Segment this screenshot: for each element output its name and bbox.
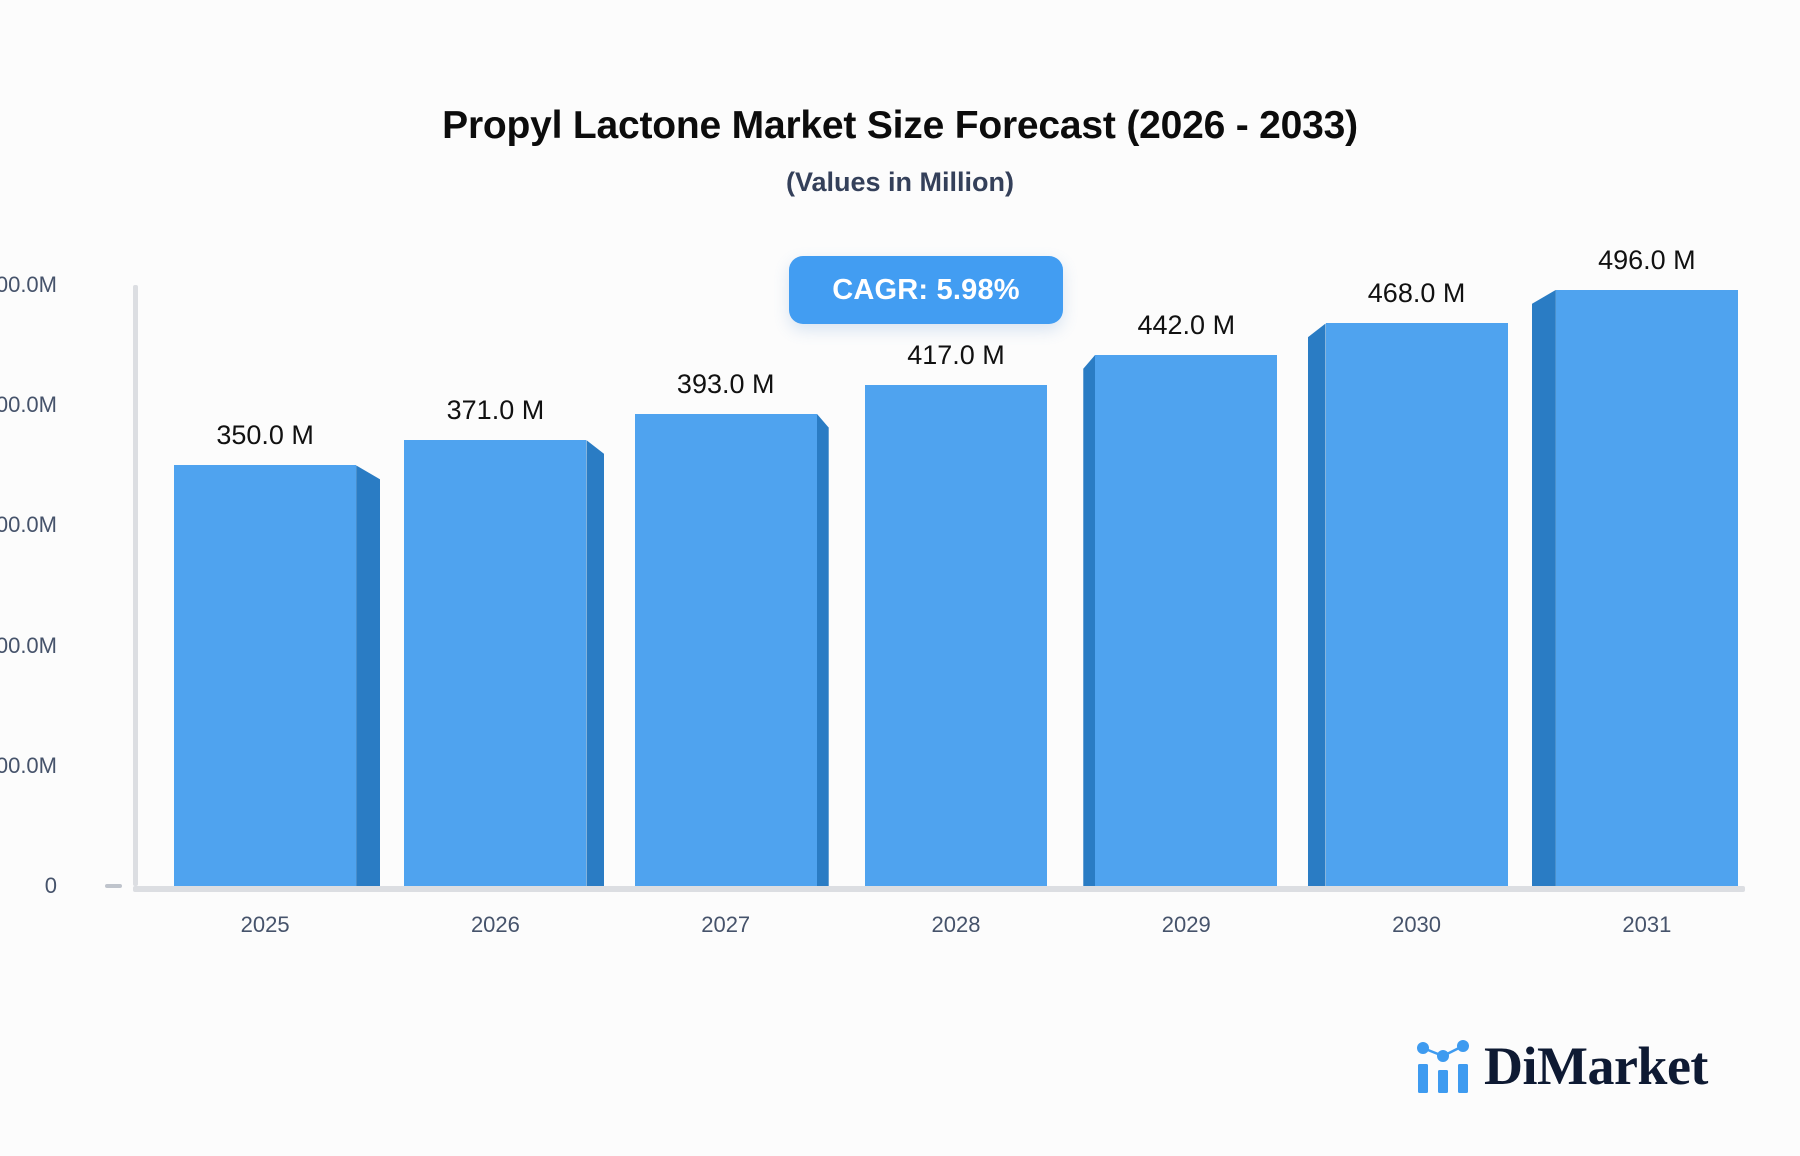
bar-value-label: 393.0 M [676, 368, 775, 399]
y-axis-tick-label: 400.0M [0, 392, 57, 418]
chart-title: Propyl Lactone Market Size Forecast (202… [442, 104, 1358, 147]
bar-front-face [404, 440, 587, 886]
bar-2027[interactable]: 393.0 M [634, 369, 829, 886]
logo-wordmark: DiMarket [1484, 1036, 1708, 1096]
y-axis-tick-label: 300.0M [0, 512, 57, 538]
bar-front-face [174, 465, 357, 886]
bar-side-face [816, 413, 829, 886]
bar-value-label: 371.0 M [446, 395, 545, 426]
y-axis-tick-label: 0 [44, 873, 57, 898]
bar-side-face [586, 440, 605, 886]
chart-header: Propyl Lactone Market Size Forecast (202… [0, 104, 1800, 198]
dimarket-logo: DiMarket [1416, 1038, 1708, 1094]
bar-2025[interactable]: 350.0 M [174, 420, 381, 886]
bar-side-face [1083, 354, 1096, 886]
bar-2026[interactable]: 371.0 M [404, 395, 605, 886]
bar-front-face [1555, 289, 1738, 886]
bar-value-label: 417.0 M [907, 339, 1005, 370]
bar-side-face [1531, 289, 1556, 886]
bar-2029[interactable]: 442.0 M [1083, 310, 1278, 886]
plot-area: 500.0M 400.0M 300.0M 200.0M 100.0M 0 350.0 M 20… [0, 245, 1745, 937]
x-axis-tick-label: 2030 [1392, 912, 1442, 937]
y-axis-zero-tick [105, 884, 122, 888]
x-axis-tick-label: 2031 [1622, 912, 1672, 937]
bar-value-label: 496.0 M [1598, 244, 1696, 275]
bar-2030[interactable]: 468.0 M [1307, 278, 1508, 886]
chart-subtitle: (Values in Million) [785, 166, 1015, 197]
cagr-badge: CAGR: 5.98% [789, 256, 1063, 324]
bar-front-face [1325, 323, 1508, 886]
cagr-badge-label: CAGR: 5.98% [832, 273, 1020, 306]
x-axis-tick-label: 2027 [701, 912, 751, 937]
bar-2028[interactable]: 417.0 M [865, 340, 1047, 886]
bar-value-label: 442.0 M [1137, 309, 1236, 340]
y-axis-tick-label: 200.0M [0, 632, 57, 658]
bar-front-face [1095, 354, 1278, 886]
x-axis-tick-label: 2025 [240, 912, 290, 937]
bar-value-label: 468.0 M [1367, 278, 1466, 309]
x-axis-tick-label: 2029 [1161, 912, 1211, 937]
bar-chart-line-icon [1417, 1040, 1469, 1093]
bar-side-face [356, 465, 381, 886]
y-axis-line [133, 285, 138, 886]
bar-front-face [634, 413, 817, 886]
bar-value-label: 350.0 M [216, 420, 314, 451]
x-axis-tick-label: 2026 [470, 912, 520, 937]
bar-side-face [1307, 323, 1326, 886]
y-axis-tick-label: 500.0M [0, 272, 57, 297]
x-axis-line [133, 886, 1745, 892]
y-axis-tick-label: 100.0M [0, 752, 57, 778]
bar-front-face [865, 384, 1047, 886]
x-axis-tick-label: 2028 [931, 912, 981, 937]
bar-2031[interactable]: 496.0 M [1531, 245, 1738, 886]
